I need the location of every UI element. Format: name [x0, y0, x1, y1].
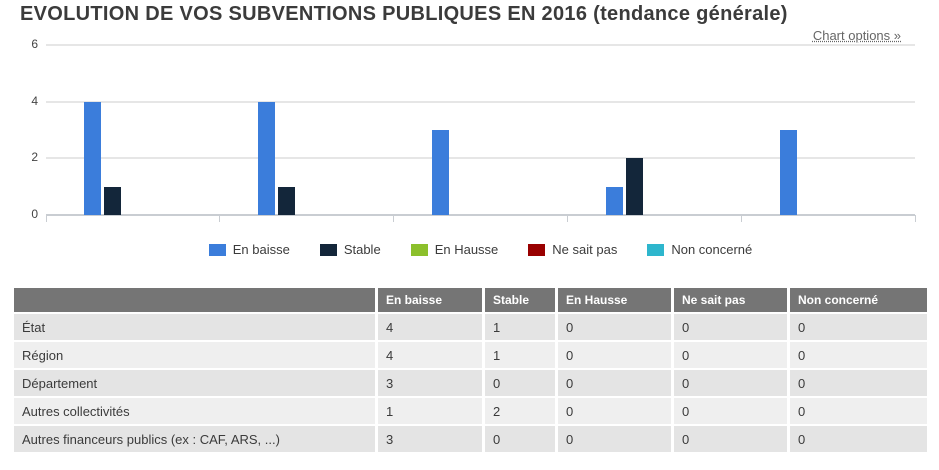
legend-swatch	[208, 243, 226, 256]
axis-tick	[740, 215, 742, 222]
axis-tick	[219, 215, 221, 222]
y-axis-label: 2	[31, 150, 38, 165]
value-cell: 0	[790, 426, 927, 452]
value-cell: 4	[378, 314, 482, 340]
chart-plot-area	[45, 44, 916, 222]
axis-baseline	[46, 214, 915, 216]
table-header-cell: Non concerné	[790, 288, 927, 312]
legend-item: Non concerné	[647, 242, 752, 257]
value-cell: 0	[558, 398, 671, 424]
legend-label: En Hausse	[434, 242, 499, 257]
value-cell: 0	[558, 370, 671, 396]
legend-swatch	[410, 243, 428, 256]
bar	[104, 186, 122, 215]
chart-legend: En baisse Stable En Hausse Ne sait pas Non c…	[46, 242, 915, 257]
table-row: Région 4 1 0 0 0	[14, 342, 927, 368]
value-cell: 0	[485, 370, 555, 396]
legend-item: Ne sait pas	[528, 242, 617, 257]
value-cell: 0	[558, 314, 671, 340]
bar	[258, 101, 276, 215]
legend-swatch	[647, 243, 665, 256]
bar	[432, 130, 449, 215]
gridline	[46, 44, 915, 46]
value-cell: 0	[674, 314, 787, 340]
value-cell: 3	[378, 426, 482, 452]
legend-label: Ne sait pas	[552, 242, 618, 257]
row-label-cell: Autres collectivités	[14, 398, 375, 424]
row-label-cell: Région	[14, 342, 375, 368]
value-cell: 0	[485, 426, 555, 452]
value-cell: 0	[558, 342, 671, 368]
table-header-empty	[14, 288, 375, 312]
table-header-row: En baisse Stable En Hausse Ne sait pas Non c…	[14, 288, 927, 312]
value-cell: 1	[485, 342, 555, 368]
axis-tick	[914, 215, 916, 222]
value-cell: 0	[674, 426, 787, 452]
table-row: Autres financeurs publics (ex : CAF, ARS…	[14, 426, 927, 452]
gridline	[46, 100, 915, 103]
legend-label: Stable	[343, 242, 381, 257]
value-cell: 0	[790, 398, 927, 424]
value-cell: 0	[674, 342, 787, 368]
value-cell: 3	[378, 370, 482, 396]
value-cell: 2	[485, 398, 555, 424]
y-axis-label: 6	[31, 37, 38, 51]
legend-label: Non concerné	[671, 242, 753, 257]
bar	[278, 186, 296, 215]
row-label-cell: Autres financeurs publics (ex : CAF, ARS…	[14, 426, 375, 452]
value-cell: 0	[674, 370, 787, 396]
value-cell: 0	[790, 342, 927, 368]
value-cell: 0	[790, 370, 927, 396]
axis-tick	[566, 215, 568, 222]
data-table: En baisse Stable En Hausse Ne sait pas Non c…	[11, 286, 930, 454]
y-axis-label: 4	[31, 93, 38, 108]
table-header-cell: En Hausse	[558, 288, 671, 312]
table-row: État 4 1 0 0 0	[14, 314, 927, 340]
table-row: Autres collectivités 1 2 0 0 0	[14, 398, 927, 424]
legend-item: En baisse	[208, 242, 290, 257]
legend-item: En Hausse	[410, 242, 499, 257]
value-cell: 1	[485, 314, 555, 340]
bar	[605, 186, 623, 215]
bar	[779, 130, 797, 215]
gridline	[46, 157, 915, 160]
bar	[84, 101, 102, 215]
y-axis-label: 0	[31, 207, 38, 221]
legend-label: En baisse	[232, 242, 290, 257]
value-cell: 1	[378, 398, 482, 424]
table-body: État 4 1 0 0 0 Région 4 1 0 0 0 Département 3 0 0 0 0 Autr…	[14, 314, 927, 452]
table-header-cell: Ne sait pas	[674, 288, 787, 312]
table-header-cell: En baisse	[378, 288, 482, 312]
axis-tick	[45, 215, 47, 222]
page-title: EVOLUTION DE VOS SUBVENTIONS PUBLIQUES E…	[20, 3, 788, 25]
axis-tick	[393, 215, 395, 222]
bar-chart: 0 2 4 6	[0, 37, 939, 224]
table-row: Département 3 0 0 0 0	[14, 370, 927, 396]
legend-item: Stable	[319, 242, 381, 257]
row-label-cell: Département	[14, 370, 375, 396]
table-header-cell: Stable	[485, 288, 555, 312]
legend-swatch	[319, 243, 337, 256]
row-label-cell: État	[14, 314, 375, 340]
value-cell: 0	[558, 426, 671, 452]
bar	[625, 158, 643, 215]
value-cell: 4	[378, 342, 482, 368]
value-cell: 0	[674, 398, 787, 424]
legend-swatch	[528, 243, 546, 256]
value-cell: 0	[790, 314, 927, 340]
chart-options-link[interactable]: Chart options »	[812, 28, 901, 43]
